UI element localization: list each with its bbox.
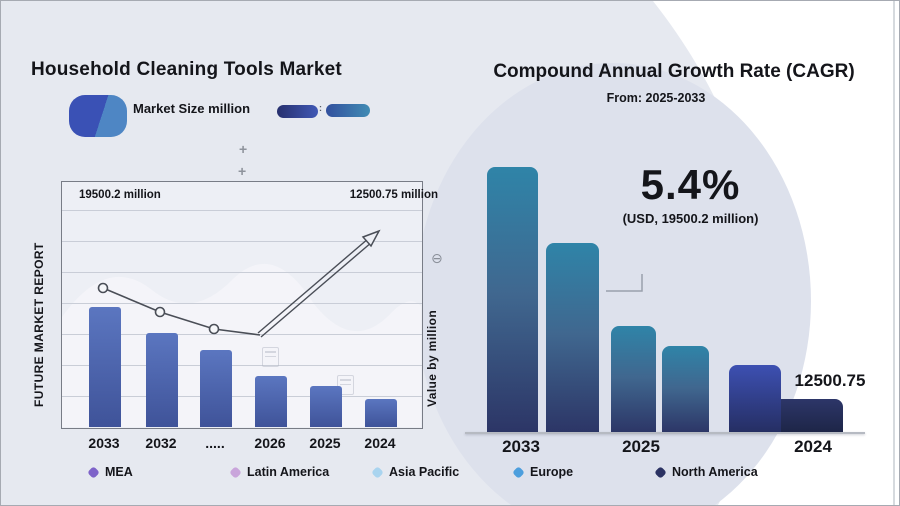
- corner-step-decoration: [606, 274, 643, 292]
- document-watermark-icon: [262, 347, 279, 367]
- bar-2025: [310, 386, 342, 427]
- bar-2026: [255, 376, 287, 427]
- plus-icon: +: [238, 163, 247, 179]
- legend-marker-icon: [87, 465, 100, 479]
- ratio-pill-dark-icon: [277, 105, 318, 118]
- legend-label: Asia Pacific: [389, 465, 460, 479]
- x-axis-label: .....: [205, 435, 225, 451]
- legend-marker-icon: [229, 465, 242, 479]
- legend-marker-icon: [371, 465, 384, 479]
- bar-2024: [365, 399, 397, 427]
- cagr-subtitle: From: 2025-2033: [606, 91, 706, 105]
- region-legend: MEA Latin America Asia Pacific Europe North …: [1, 465, 899, 485]
- x-axis-label: 2024: [364, 435, 396, 451]
- left-vertical-label: FUTURE MARKET REPORT: [32, 242, 46, 408]
- gridline: [62, 241, 422, 242]
- gridline: [62, 334, 422, 335]
- legend-item-asia-pacific: Asia Pacific: [371, 465, 460, 479]
- cagr-bar-2024-primary: [729, 365, 781, 433]
- legend-label: Latin America: [247, 465, 330, 479]
- x-axis-label: 2025: [309, 435, 341, 451]
- zoom-out-icon: ⊖: [431, 250, 443, 266]
- cagr-detail: (USD, 19500.2 million): [622, 211, 759, 226]
- legend-marker-icon: [654, 465, 667, 479]
- bar-value-annotation: 12500.75: [794, 371, 866, 390]
- bar-series: [62, 182, 422, 428]
- x-axis-label: 2033: [502, 437, 540, 456]
- legend-item-mea: MEA: [87, 465, 133, 479]
- legend-label: MEA: [105, 465, 133, 479]
- cagr-bar-2025-primary: [611, 326, 656, 433]
- market-size-label: Market Size million: [133, 101, 251, 116]
- cagr-bar-2025-secondary: [662, 346, 709, 433]
- gridline: [62, 365, 422, 366]
- cylinder-logo-icon: [69, 95, 127, 137]
- gridline: [62, 210, 422, 211]
- legend-marker-icon: [512, 465, 525, 479]
- x-axis-label: 2033: [88, 435, 120, 451]
- legend-item-latin-america: Latin America: [229, 465, 330, 479]
- cagr-bar-2033-secondary: [546, 243, 599, 433]
- cagr-bar-2024-secondary: [781, 399, 843, 433]
- ratio-pill-teal-icon: [326, 104, 370, 117]
- gridline: [62, 396, 422, 397]
- gridline: [62, 303, 422, 304]
- legend-label: Europe: [530, 465, 574, 479]
- chart-start-value: 19500.2 million: [79, 189, 161, 201]
- chart-end-value: 12500.75 million: [349, 189, 438, 201]
- bar-2033: [89, 307, 121, 427]
- plus-icon: +: [239, 141, 248, 157]
- right-vertical-label: Value by million: [425, 309, 439, 407]
- bar-2032: [146, 333, 178, 427]
- market-size-chart: [61, 181, 423, 429]
- bar-.....: [200, 350, 232, 427]
- x-axis-label: 2025: [622, 437, 660, 456]
- x-axis-label: 2024: [794, 437, 832, 456]
- page-title: Household Cleaning Tools Market: [31, 59, 342, 80]
- cagr-value: 5.4%: [640, 161, 741, 208]
- x-axis-line: [465, 432, 865, 434]
- x-axis-label: 2026: [254, 435, 286, 451]
- legend-label: North America: [672, 465, 758, 479]
- arrowhead-icon: [361, 229, 381, 248]
- legend-item-europe: Europe: [512, 465, 574, 479]
- cagr-chart: 2033 2025 2024 12500.75: [461, 161, 873, 456]
- document-watermark-icon: [337, 375, 354, 395]
- gridline: [62, 272, 422, 273]
- cagr-title: Compound Annual Growth Rate (CAGR): [493, 61, 855, 82]
- x-axis-label: 2032: [145, 435, 177, 451]
- ratio-separator: :: [319, 103, 322, 113]
- legend-item-north-america: North America: [654, 465, 758, 479]
- trend-line-and-arrow: [97, 229, 381, 338]
- cagr-bar-2033-primary: [487, 167, 538, 433]
